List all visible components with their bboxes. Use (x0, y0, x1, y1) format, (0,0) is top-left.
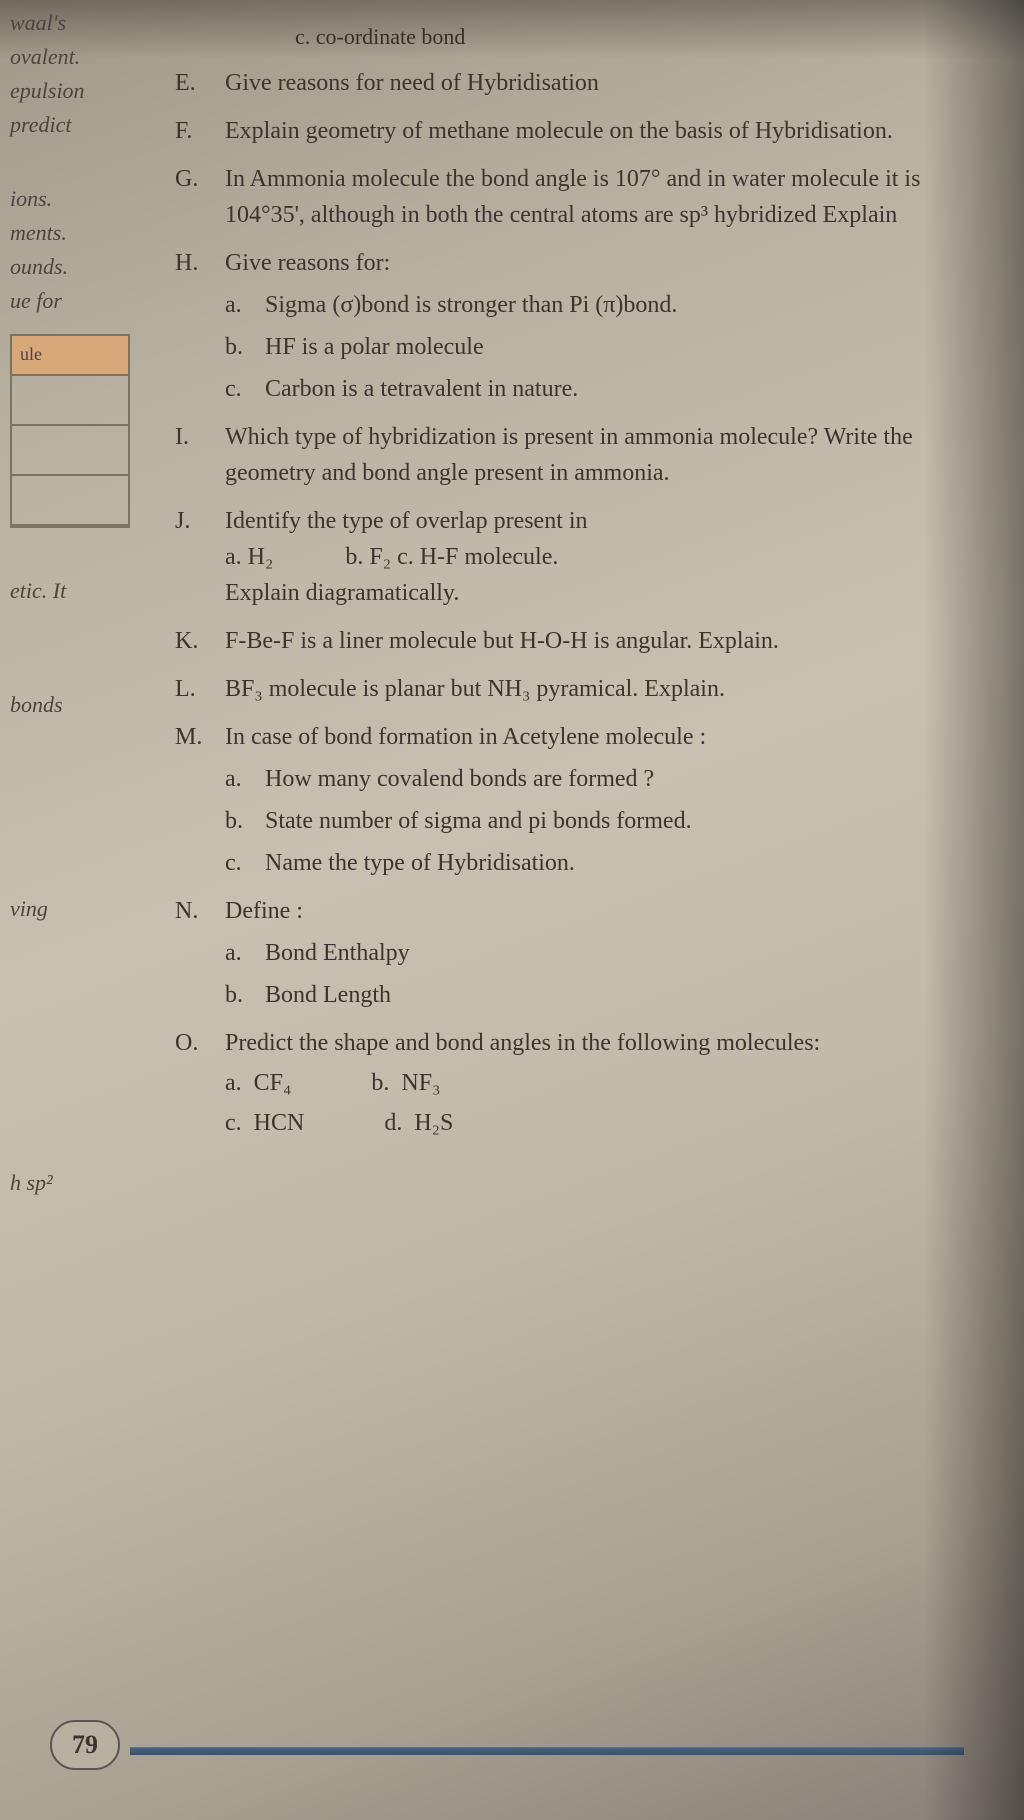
sub-letter: a. (225, 935, 265, 971)
margin-table-header: ule (12, 336, 128, 376)
sub-item: a. Sigma (σ)bond is stronger than Pi (π)… (225, 287, 964, 323)
shadow-overlay-right (924, 0, 1024, 1820)
option-row: c. HCN d. H₂S (225, 1105, 964, 1141)
margin-table-cell (12, 426, 128, 476)
question-e: E. Give reasons for need of Hybridisatio… (175, 65, 964, 101)
option-row: a. CF₄ b. NF₃ (225, 1065, 964, 1101)
question-letter: N. (175, 893, 225, 929)
question-l: L. BF₃ molecule is planar but NH₃ pyrami… (175, 671, 964, 707)
sub-item: b. HF is a polar molecule (225, 329, 964, 365)
page-divider (130, 1747, 964, 1755)
margin-word: waal's (10, 10, 150, 36)
option-item: c. HCN (225, 1105, 304, 1141)
question-letter: H. (175, 245, 225, 281)
margin-word: ments. (10, 220, 150, 246)
margin-word: h sp² (10, 1170, 150, 1196)
page-number-container: 79 (50, 1720, 120, 1770)
sub-item: c. Carbon is a tetravalent in nature. (225, 371, 964, 407)
sub-text: Name the type of Hybridisation. (265, 845, 964, 881)
question-j: J. Identify the type of overlap present … (175, 503, 964, 611)
left-margin-text: waal's ovalent. epulsion predict ions. m… (0, 0, 160, 1820)
sub-text: Bond Enthalpy (265, 935, 964, 971)
sub-letter: c. (225, 371, 265, 407)
question-text: F-Be-F is a liner molecule but H-O-H is … (225, 623, 964, 659)
sub-text: HF is a polar molecule (265, 329, 964, 365)
content-area: c. co-ordinate bond E. Give reasons for … (175, 20, 964, 1141)
option-letter: c. (225, 1105, 242, 1141)
option-text: H₂S (414, 1105, 453, 1141)
option-item: a. CF₄ (225, 1065, 291, 1101)
question-i: I. Which type of hybridization is presen… (175, 419, 964, 491)
margin-word: ovalent. (10, 44, 150, 70)
sub-item: c. Name the type of Hybridisation. (225, 845, 964, 881)
sub-letter: b. (225, 329, 265, 365)
margin-word: etic. It (10, 578, 150, 604)
question-text: BF₃ molecule is planar but NH₃ pyramical… (225, 671, 964, 707)
sub-item: b. Bond Length (225, 977, 964, 1013)
question-letter: O. (175, 1025, 225, 1061)
sub-text: How many covalend bonds are formed ? (265, 761, 964, 797)
sub-text: Bond Length (265, 977, 964, 1013)
question-text: Explain geometry of methane molecule on … (225, 113, 964, 149)
question-letter: F. (175, 113, 225, 149)
margin-table: ule (10, 334, 130, 528)
option-item: d. H₂S (384, 1105, 453, 1141)
margin-word: predict (10, 112, 150, 138)
question-letter: I. (175, 419, 225, 491)
option-text: NF₃ (401, 1065, 440, 1101)
question-text: Which type of hybridization is present i… (225, 419, 964, 491)
sub-letter: a. (225, 287, 265, 323)
sub-text: Sigma (σ)bond is stronger than Pi (π)bon… (265, 287, 964, 323)
question-letter: L. (175, 671, 225, 707)
option-letter: b. (371, 1065, 389, 1101)
question-text: Define : (225, 893, 964, 929)
margin-word: ions. (10, 186, 150, 212)
inline-options: a. H₂ b. F₂ c. H-F molecule. (225, 544, 558, 570)
margin-word: ounds. (10, 254, 150, 280)
question-letter: E. (175, 65, 225, 101)
sub-letter: a. (225, 761, 265, 797)
question-m: M. In case of bond formation in Acetylen… (175, 719, 964, 881)
question-n: N. Define : a. Bond Enthalpy b. Bond Len… (175, 893, 964, 1013)
question-text: Give reasons for: (225, 245, 964, 281)
sub-letter: b. (225, 803, 265, 839)
margin-word: bonds (10, 692, 150, 718)
question-letter: J. (175, 503, 225, 611)
sub-text: Carbon is a tetravalent in nature. (265, 371, 964, 407)
question-text-span: Identify the type of overlap present in (225, 508, 588, 534)
option-item: b. NF₃ (371, 1065, 440, 1101)
margin-word: epulsion (10, 78, 150, 104)
sub-text: State number of sigma and pi bonds forme… (265, 803, 964, 839)
sub-letter: c. (225, 845, 265, 881)
option-letter: d. (384, 1105, 402, 1141)
sub-letter: b. (225, 977, 265, 1013)
question-text: Predict the shape and bond angles in the… (225, 1025, 964, 1061)
option-letter: a. (225, 1065, 242, 1101)
question-k: K. F-Be-F is a liner molecule but H-O-H … (175, 623, 964, 659)
trailing-text: Explain diagramatically. (225, 580, 459, 606)
question-g: G. In Ammonia molecule the bond angle is… (175, 161, 964, 233)
question-text: In case of bond formation in Acetylene m… (225, 719, 964, 755)
textbook-page: waal's ovalent. epulsion predict ions. m… (0, 0, 1024, 1820)
question-h: H. Give reasons for: a. Sigma (σ)bond is… (175, 245, 964, 407)
question-text: Give reasons for need of Hybridisation (225, 65, 964, 101)
question-o: O. Predict the shape and bond angles in … (175, 1025, 964, 1141)
sub-item: a. Bond Enthalpy (225, 935, 964, 971)
margin-word: ue for (10, 288, 150, 314)
sub-item: b. State number of sigma and pi bonds fo… (225, 803, 964, 839)
question-letter: K. (175, 623, 225, 659)
question-letter: M. (175, 719, 225, 755)
option-text: HCN (254, 1105, 305, 1141)
margin-word: ving (10, 896, 150, 922)
margin-table-cell (12, 476, 128, 526)
margin-table-cell (12, 376, 128, 426)
question-text: In Ammonia molecule the bond angle is 10… (225, 161, 964, 233)
question-text: Identify the type of overlap present in … (225, 503, 964, 611)
page-number: 79 (50, 1720, 120, 1770)
question-letter: G. (175, 161, 225, 233)
question-f: F. Explain geometry of methane molecule … (175, 113, 964, 149)
sub-item: a. How many covalend bonds are formed ? (225, 761, 964, 797)
option-text: CF₄ (254, 1065, 292, 1101)
